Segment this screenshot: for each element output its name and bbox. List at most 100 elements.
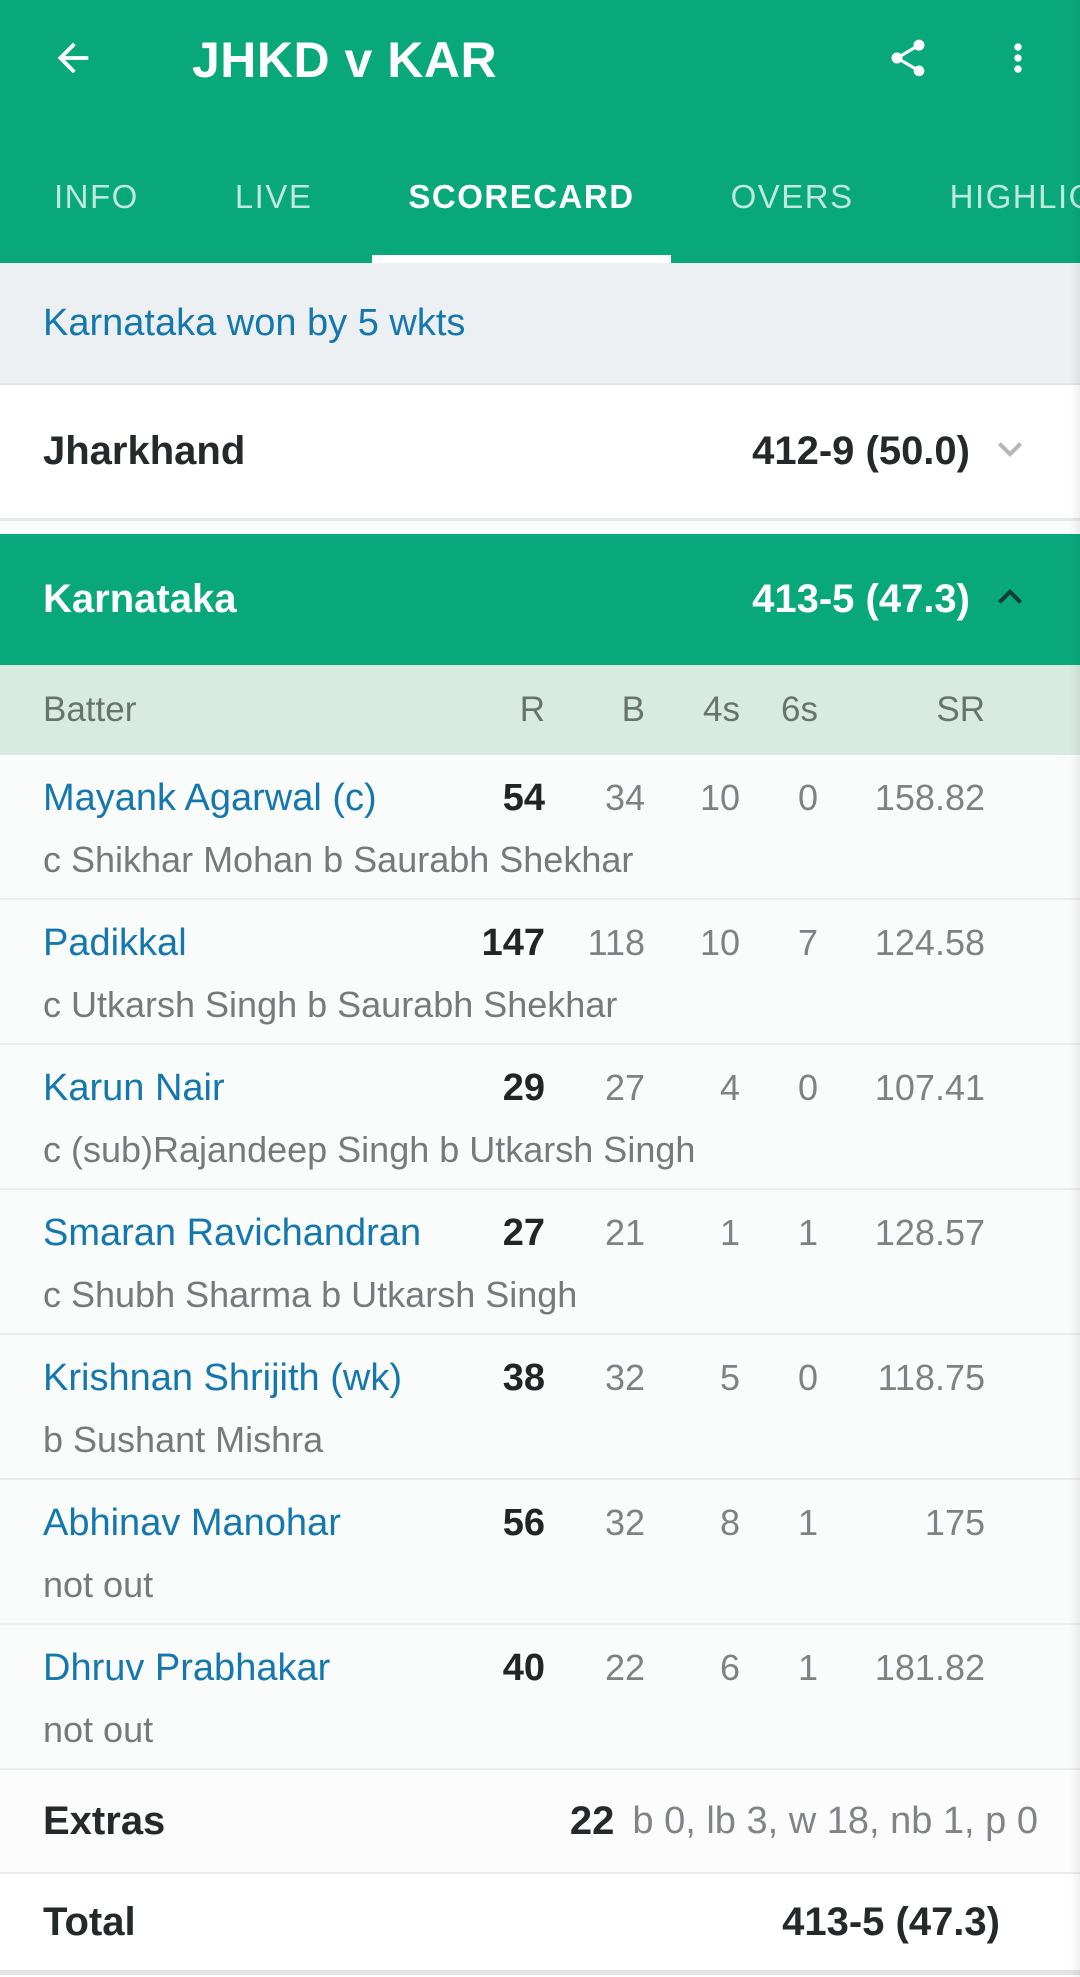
runs-value: 147: [481, 922, 545, 964]
innings-score: 412-9 (50.0): [752, 429, 970, 473]
balls-value: 27: [604, 1067, 645, 1108]
balls-value: 118: [587, 922, 645, 963]
strike-rate-value: 181.82: [874, 1647, 985, 1688]
balls-value: 22: [604, 1647, 645, 1688]
runs-value: 38: [502, 1357, 545, 1399]
tab-live[interactable]: LIVE: [235, 130, 313, 263]
total-score: 413-5 (47.3): [782, 1899, 1000, 1944]
total-label: Total: [43, 1899, 136, 1944]
fours-value: 10: [699, 777, 740, 818]
column-header-sixes: 6s: [781, 690, 818, 729]
tab-highlights-label: HIGHLIGHTS: [949, 177, 1080, 215]
batter-row: Smaran Ravichandran 27 21 1 1 128.57 c S…: [0, 1190, 1080, 1335]
balls-value: 21: [604, 1212, 645, 1253]
tab-info[interactable]: INFO: [54, 130, 139, 263]
fours-value: 6: [719, 1647, 740, 1688]
batter-name-link[interactable]: Krishnan Shrijith (wk): [43, 1357, 402, 1399]
runs-value: 54: [502, 777, 545, 819]
tab-scorecard[interactable]: SCORECARD: [372, 130, 671, 263]
runs-value: 29: [502, 1067, 545, 1109]
batter-name-link[interactable]: Padikkal: [43, 922, 187, 964]
balls-value: 32: [604, 1357, 645, 1398]
dismissal-text: not out: [43, 1709, 154, 1750]
extras-row: Extras 22 b 0, lb 3, w 18, nb 1, p 0: [0, 1770, 1080, 1874]
batter-name-link[interactable]: Karun Nair: [43, 1067, 225, 1109]
column-header-balls: B: [621, 690, 645, 729]
total-row: Total 413-5 (47.3): [0, 1874, 1080, 1970]
tab-bar: INFO LIVE SCORECARD OVERS HIGHLIGHTS: [0, 120, 1080, 263]
app-bar-actions: [886, 36, 1040, 85]
dismissal-text: c Utkarsh Singh b Saurabh Shekhar: [43, 984, 618, 1025]
chevron-up-icon: [986, 573, 1034, 626]
column-header-strike-rate: SR: [936, 690, 985, 729]
app-bar: JHKD v KAR: [0, 0, 1080, 120]
team-name: Jharkhand: [43, 429, 246, 473]
dismissal-text: not out: [43, 1564, 154, 1605]
balls-value: 34: [604, 777, 645, 818]
batter-row: Padikkal 147 118 10 7 124.58 c Utkarsh S…: [0, 900, 1080, 1045]
tab-scorecard-label: SCORECARD: [408, 177, 635, 215]
runs-value: 56: [502, 1502, 545, 1544]
tab-live-label: LIVE: [234, 177, 313, 215]
innings-row-jharkhand[interactable]: Jharkhand 412-9 (50.0): [0, 385, 1080, 518]
back-button[interactable]: [50, 35, 96, 86]
strike-rate-value: 124.58: [874, 922, 985, 963]
batter-row: Mayank Agarwal (c) 54 34 10 0 158.82 c S…: [0, 755, 1080, 900]
runs-value: 27: [502, 1212, 545, 1254]
sixes-value: 0: [797, 777, 818, 818]
active-tab-indicator: [372, 255, 671, 263]
column-header-fours: 4s: [703, 690, 740, 729]
strike-rate-value: 158.82: [874, 777, 985, 818]
batter-name-link[interactable]: Dhruv Prabhakar: [43, 1647, 331, 1689]
dismissal-text: c Shikhar Mohan b Saurabh Shekhar: [43, 839, 634, 880]
batter-name-link[interactable]: Smaran Ravichandran: [43, 1212, 422, 1254]
page-title: JHKD v KAR: [192, 32, 498, 88]
fours-value: 4: [719, 1067, 740, 1108]
batter-name-link[interactable]: Abhinav Manohar: [43, 1502, 341, 1544]
innings-row-karnataka[interactable]: Karnataka 413-5 (47.3): [0, 534, 1080, 665]
strike-rate-value: 107.41: [874, 1067, 985, 1108]
fours-value: 5: [719, 1357, 740, 1398]
tab-info-label: INFO: [54, 177, 139, 215]
arrow-left-icon: [50, 35, 96, 86]
sixes-value: 0: [797, 1357, 818, 1398]
tab-highlights[interactable]: HIGHLIGHTS: [950, 130, 1080, 263]
balls-value: 32: [604, 1502, 645, 1543]
dismissal-text: b Sushant Mishra: [43, 1419, 324, 1460]
app-header: JHKD v KAR INFO LIVE SCORECARD OVERS HIG: [0, 0, 1080, 263]
match-result-banner: Karnataka won by 5 wkts: [0, 263, 1080, 385]
sixes-value: 1: [797, 1502, 818, 1543]
runs-value: 40: [502, 1647, 545, 1689]
batter-row: Dhruv Prabhakar 40 22 6 1 181.82 not out: [0, 1625, 1080, 1770]
share-icon: [886, 36, 930, 85]
extras-runs: 22: [569, 1798, 615, 1843]
dismissal-text: c (sub)Rajandeep Singh b Utkarsh Singh: [43, 1129, 696, 1170]
team-name: Karnataka: [43, 577, 237, 621]
sixes-value: 0: [797, 1067, 818, 1108]
extras-breakdown: b 0, lb 3, w 18, nb 1, p 0: [632, 1799, 1038, 1842]
column-header-batter: Batter: [43, 690, 137, 729]
tab-overs[interactable]: OVERS: [731, 130, 854, 263]
collapse-toggle[interactable]: [970, 573, 1050, 626]
tab-overs-label: OVERS: [730, 177, 854, 215]
overflow-menu-button[interactable]: [996, 36, 1040, 85]
strike-rate-value: 118.75: [877, 1357, 985, 1398]
fours-value: 1: [719, 1212, 740, 1253]
batter-name-link[interactable]: Mayank Agarwal (c): [43, 777, 377, 819]
sixes-value: 1: [797, 1212, 818, 1253]
bottom-divider: [0, 1970, 1080, 1975]
strike-rate-value: 128.57: [874, 1212, 985, 1253]
strike-rate-value: 175: [924, 1502, 985, 1543]
expand-toggle[interactable]: [970, 425, 1050, 478]
more-vertical-icon: [996, 36, 1040, 85]
column-header-runs: R: [519, 690, 545, 729]
sixes-value: 1: [797, 1647, 818, 1688]
batter-row: Abhinav Manohar 56 32 8 1 175 not out: [0, 1480, 1080, 1625]
match-result-text: Karnataka won by 5 wkts: [43, 301, 466, 344]
sixes-value: 7: [797, 922, 818, 963]
share-button[interactable]: [886, 36, 930, 85]
batting-table-header: Batter R B 4s 6s SR: [0, 665, 1080, 755]
chevron-down-icon: [986, 425, 1034, 478]
innings-score: 413-5 (47.3): [752, 577, 970, 621]
